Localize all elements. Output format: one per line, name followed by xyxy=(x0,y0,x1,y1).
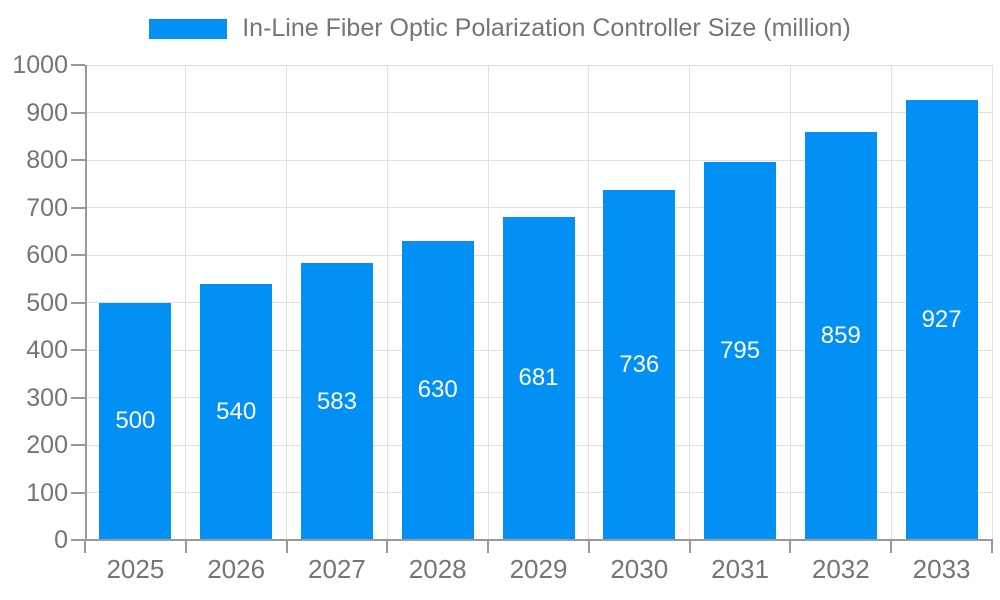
gridline-vertical xyxy=(991,65,993,540)
bar-value-label: 540 xyxy=(216,397,257,425)
bar[interactable]: 540 xyxy=(200,283,273,540)
gridline-horizontal xyxy=(85,159,992,161)
x-axis-tick xyxy=(285,540,288,553)
x-axis-label: 2032 xyxy=(811,554,870,584)
gridline-vertical xyxy=(890,65,892,540)
x-axis-line xyxy=(84,539,993,541)
bar[interactable]: 736 xyxy=(603,190,676,540)
gridline-vertical xyxy=(689,65,691,540)
legend-swatch xyxy=(149,18,228,39)
bar-value-label: 795 xyxy=(720,337,761,365)
gridline-vertical xyxy=(588,65,590,540)
x-axis-tick xyxy=(991,540,993,553)
x-axis-tick xyxy=(587,540,590,553)
y-axis-tick xyxy=(71,159,85,161)
y-axis-tick xyxy=(71,539,85,541)
legend-label: In-Line Fiber Optic Polarization Control… xyxy=(242,14,851,42)
legend-item[interactable]: In-Line Fiber Optic Polarization Control… xyxy=(0,14,1000,43)
y-axis-tick xyxy=(71,349,85,351)
y-axis-label: 500 xyxy=(26,288,68,317)
x-axis-tick xyxy=(84,540,86,553)
y-axis-label: 700 xyxy=(26,193,68,222)
gridline-horizontal xyxy=(85,64,992,66)
bar-value-label: 630 xyxy=(417,376,458,404)
x-axis-label: 2030 xyxy=(610,554,669,584)
y-axis-label: 600 xyxy=(26,241,68,269)
bar[interactable]: 927 xyxy=(905,99,978,540)
x-axis-label: 2028 xyxy=(408,554,467,584)
bar[interactable]: 630 xyxy=(401,240,474,540)
bar[interactable]: 681 xyxy=(502,216,575,540)
x-axis-label: 2031 xyxy=(711,554,769,584)
y-axis-label: 1000 xyxy=(12,51,68,79)
y-axis-tick xyxy=(71,396,85,399)
plot-area: 500 540 583 630 681 736 795 859 927 xyxy=(85,64,993,540)
y-axis-tick xyxy=(71,444,85,446)
bar-value-label: 500 xyxy=(115,407,156,435)
bar-value-label: 736 xyxy=(619,351,660,379)
y-axis-label: 900 xyxy=(26,98,68,127)
bar-value-label: 859 xyxy=(820,321,861,349)
x-axis-tick xyxy=(184,540,187,553)
bar[interactable]: 500 xyxy=(99,302,172,540)
bar-value-label: 681 xyxy=(518,364,559,392)
gridline-horizontal xyxy=(85,207,992,208)
x-axis-label: 2033 xyxy=(912,554,971,584)
x-axis-tick xyxy=(487,540,490,553)
y-axis-label: 100 xyxy=(26,478,68,507)
y-axis-tick xyxy=(71,491,85,494)
y-axis-tick xyxy=(71,301,85,304)
y-axis-tick xyxy=(71,254,85,256)
y-axis-label: 800 xyxy=(26,146,68,174)
x-axis-tick xyxy=(688,540,691,553)
y-axis-line xyxy=(85,65,87,540)
gridline-vertical xyxy=(286,65,288,540)
x-axis-tick xyxy=(789,540,792,553)
y-axis-tick xyxy=(71,206,85,209)
gridline-vertical xyxy=(386,65,388,540)
bar-value-label: 927 xyxy=(921,305,962,333)
gridline-horizontal xyxy=(85,112,992,113)
y-axis-label: 300 xyxy=(26,383,68,412)
gridline-vertical xyxy=(487,65,489,540)
x-axis-label: 2026 xyxy=(207,554,266,584)
bar[interactable]: 859 xyxy=(804,131,877,540)
x-axis-label: 2025 xyxy=(106,554,165,584)
x-axis-label: 2027 xyxy=(308,554,366,584)
bar-value-label: 583 xyxy=(316,387,357,415)
x-axis-tick xyxy=(890,540,893,553)
x-axis-label: 2029 xyxy=(509,554,568,584)
y-axis-label: 0 xyxy=(54,526,68,554)
x-axis-tick xyxy=(386,540,389,553)
y-axis-label: 200 xyxy=(26,431,68,459)
y-axis-label: 400 xyxy=(26,336,68,364)
gridline-vertical xyxy=(185,65,187,540)
bar[interactable]: 583 xyxy=(300,263,373,540)
gridline-vertical xyxy=(789,65,791,540)
y-axis-tick xyxy=(71,64,85,66)
bar[interactable]: 795 xyxy=(704,162,777,540)
y-axis-tick xyxy=(71,111,85,114)
